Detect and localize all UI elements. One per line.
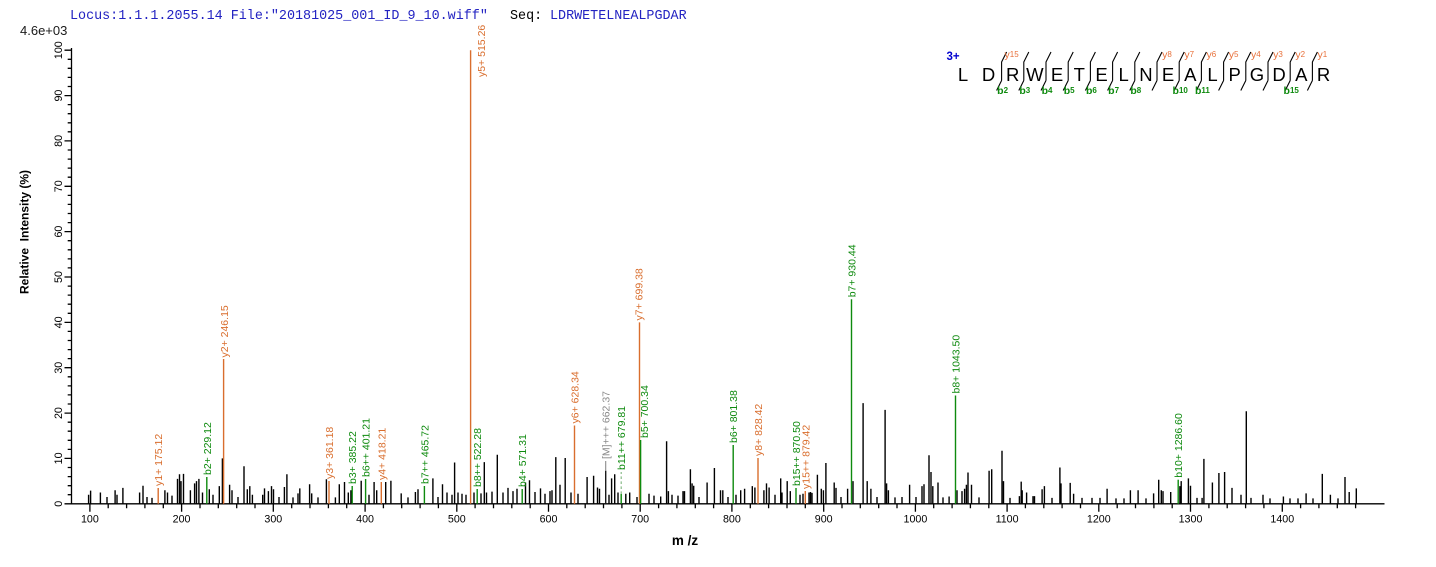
svg-text:y8: y8 [1162, 49, 1172, 61]
svg-text:G: G [1250, 64, 1264, 85]
svg-text:b6: b6 [1086, 85, 1097, 97]
svg-text:40: 40 [53, 316, 65, 328]
svg-text:L: L [958, 64, 968, 85]
svg-text:E: E [1162, 64, 1174, 85]
svg-text:1400: 1400 [1270, 514, 1294, 526]
svg-text:y15++ 879.42: y15++ 879.42 [800, 425, 812, 489]
svg-text:10: 10 [53, 452, 65, 464]
svg-text:Locus:1.1.1.2055.14 File:"2018: Locus:1.1.1.2055.14 File:"20181025_001_I… [70, 9, 687, 24]
svg-text:900: 900 [815, 514, 833, 526]
svg-text:y5+ 515.26: y5+ 515.26 [476, 25, 488, 77]
svg-text:700: 700 [631, 514, 649, 526]
svg-text:1000: 1000 [904, 514, 928, 526]
svg-text:b6+ 801.38: b6+ 801.38 [728, 390, 740, 443]
svg-text:y3+ 361.18: y3+ 361.18 [324, 427, 336, 479]
svg-text:b7: b7 [1108, 85, 1119, 97]
svg-text:N: N [1139, 64, 1152, 85]
svg-text:1200: 1200 [1087, 514, 1111, 526]
svg-text:b5: b5 [1064, 85, 1075, 97]
svg-text:y2+ 246.15: y2+ 246.15 [219, 305, 231, 357]
svg-text:b3: b3 [1019, 85, 1030, 97]
svg-text:b15++ 870.50: b15++ 870.50 [791, 421, 803, 486]
svg-text:D: D [982, 64, 995, 85]
svg-text:b8++ 522.28: b8++ 522.28 [472, 428, 484, 487]
svg-text:A: A [1295, 64, 1308, 85]
svg-text:b5+ 700.34: b5+ 700.34 [639, 385, 651, 438]
svg-text:L: L [1207, 64, 1217, 85]
svg-text:200: 200 [173, 514, 191, 526]
svg-text:4.6e+03: 4.6e+03 [20, 23, 67, 38]
svg-text:3+: 3+ [947, 51, 960, 63]
svg-text:b7+ 930.44: b7+ 930.44 [847, 244, 859, 297]
svg-text:20: 20 [53, 407, 65, 419]
svg-text:1300: 1300 [1179, 514, 1203, 526]
svg-text:300: 300 [264, 514, 282, 526]
svg-text:y2: y2 [1295, 49, 1305, 61]
svg-text:0: 0 [53, 501, 65, 507]
svg-text:W: W [1026, 64, 1044, 85]
svg-text:m /z: m /z [672, 533, 699, 548]
svg-text:y1+ 175.12: y1+ 175.12 [153, 434, 165, 486]
svg-text:b7++ 465.72: b7++ 465.72 [419, 425, 431, 484]
svg-text:90: 90 [53, 90, 65, 102]
svg-text:E: E [1051, 64, 1063, 85]
svg-text:1100: 1100 [996, 514, 1019, 526]
svg-text:[M]+++ 662.37: [M]+++ 662.37 [601, 391, 613, 459]
svg-text:Relative Intensity (%): Relative Intensity (%) [18, 170, 32, 294]
svg-text:y6+ 628.34: y6+ 628.34 [570, 371, 582, 423]
svg-text:A: A [1184, 64, 1197, 85]
svg-text:D: D [1272, 64, 1285, 85]
svg-text:y6: y6 [1207, 49, 1217, 61]
svg-text:30: 30 [53, 362, 65, 374]
svg-text:R: R [1006, 64, 1019, 85]
svg-text:b2: b2 [997, 85, 1008, 97]
svg-text:L: L [1119, 64, 1129, 85]
svg-text:y1: y1 [1318, 49, 1328, 61]
svg-text:100: 100 [53, 41, 65, 59]
svg-text:b8+ 1043.50: b8+ 1043.50 [951, 335, 963, 394]
svg-text:y7+ 699.38: y7+ 699.38 [634, 268, 646, 320]
svg-text:b10: b10 [1173, 85, 1189, 97]
svg-text:800: 800 [723, 514, 741, 526]
svg-text:y3: y3 [1273, 49, 1283, 61]
svg-text:y8+ 828.42: y8+ 828.42 [753, 404, 765, 456]
svg-text:y4: y4 [1251, 49, 1261, 61]
svg-text:b15: b15 [1284, 85, 1300, 97]
svg-text:60: 60 [53, 226, 65, 238]
svg-text:500: 500 [448, 514, 466, 526]
svg-text:70: 70 [53, 180, 65, 192]
svg-text:y15: y15 [1005, 49, 1020, 61]
svg-text:b6++ 401.21: b6++ 401.21 [361, 418, 373, 477]
svg-text:50: 50 [53, 271, 65, 283]
svg-text:400: 400 [356, 514, 374, 526]
svg-text:b10+ 1286.60: b10+ 1286.60 [1173, 413, 1185, 478]
svg-text:R: R [1317, 64, 1330, 85]
svg-text:80: 80 [53, 135, 65, 147]
svg-text:b11++ 679.81: b11++ 679.81 [616, 406, 628, 470]
svg-text:b4+ 571.31: b4+ 571.31 [517, 434, 529, 487]
svg-text:T: T [1074, 64, 1085, 85]
svg-text:b4: b4 [1042, 85, 1053, 97]
svg-text:E: E [1095, 64, 1107, 85]
svg-text:P: P [1229, 64, 1241, 85]
svg-text:600: 600 [540, 514, 558, 526]
svg-text:y7: y7 [1184, 49, 1194, 61]
svg-text:b8: b8 [1130, 85, 1141, 97]
svg-text:100: 100 [81, 514, 99, 526]
svg-text:y4+ 418.21: y4+ 418.21 [376, 428, 388, 480]
svg-text:b3+ 385.22: b3+ 385.22 [347, 431, 359, 484]
svg-text:b11: b11 [1195, 85, 1210, 97]
svg-text:b2+ 229.12: b2+ 229.12 [202, 422, 214, 475]
svg-text:y5: y5 [1229, 49, 1239, 61]
